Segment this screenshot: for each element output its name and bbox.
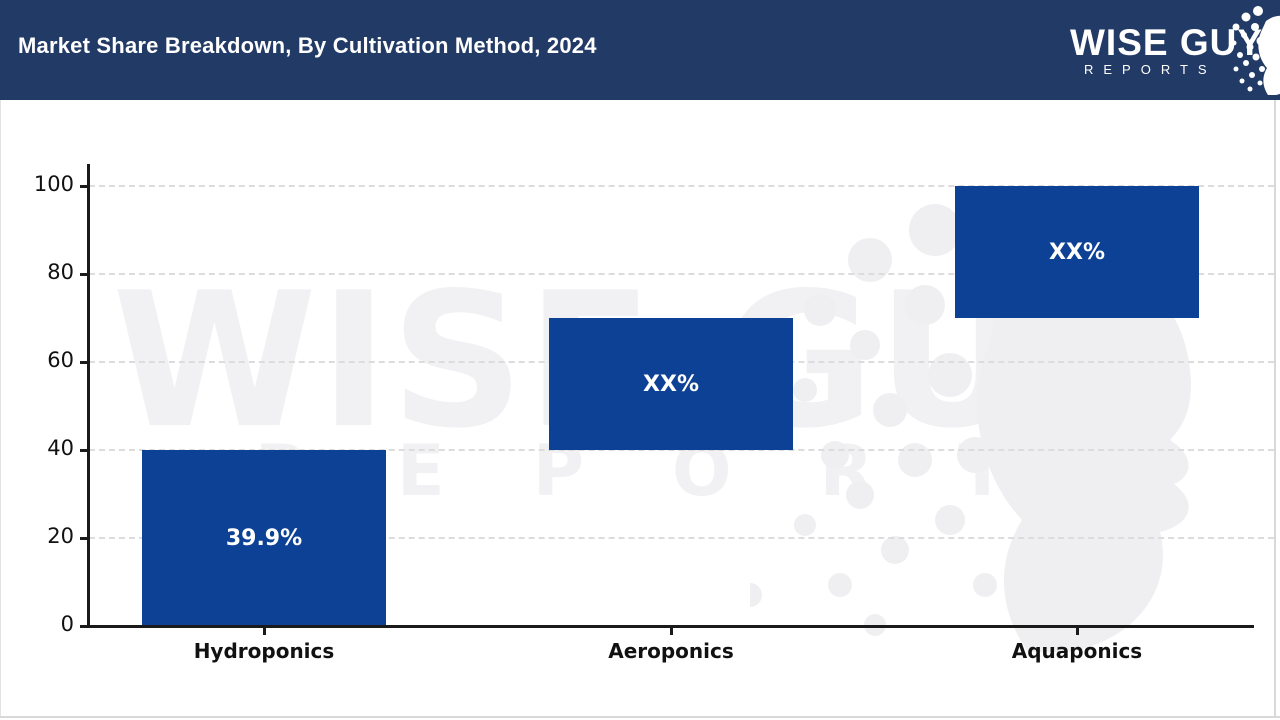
bar-value-label: XX% xyxy=(1049,239,1105,265)
bar-hydroponics: 39.9% xyxy=(142,450,386,626)
x-tick-aquaponics xyxy=(1076,627,1079,635)
y-tick-label: 40 xyxy=(47,436,74,460)
y-tick-label: 80 xyxy=(47,260,74,284)
left-border-line xyxy=(0,100,1,718)
bar-value-label: XX% xyxy=(643,371,699,397)
logo-wordmark: WISE GUY xyxy=(1070,22,1264,63)
logo-subtext: REPORTS xyxy=(1084,62,1217,77)
y-tick-40 xyxy=(80,449,88,452)
gridline-80 xyxy=(89,273,1274,275)
x-tick-aeroponics xyxy=(670,627,673,635)
y-tick-label: 0 xyxy=(60,612,74,636)
gridline-100 xyxy=(89,185,1274,187)
y-tick-label: 100 xyxy=(33,172,74,196)
page-title: Market Share Breakdown, By Cultivation M… xyxy=(18,33,597,58)
header-band: Market Share Breakdown, By Cultivation M… xyxy=(0,0,1280,100)
bar-value-label: 39.9% xyxy=(225,525,303,551)
wise-guy-reports-logo: WISE GUY REPORTS xyxy=(1032,0,1280,100)
y-tick-100 xyxy=(80,185,88,188)
x-category-label: Hydroponics xyxy=(193,639,335,663)
bar-chart: 0 20 40 60 80 100 39.9% Hydroponics XX% Aeroponic… xyxy=(0,100,1280,720)
x-axis-line xyxy=(87,625,1254,628)
y-tick-0 xyxy=(80,625,88,628)
y-tick-60 xyxy=(80,361,88,364)
y-tick-label: 20 xyxy=(47,524,74,548)
right-border-line xyxy=(1274,100,1276,718)
watermark-dotted-face xyxy=(750,204,1191,652)
x-category-label: Aeroponics xyxy=(608,639,734,663)
bar-aeroponics: XX% xyxy=(549,318,793,451)
y-tick-80 xyxy=(80,273,88,276)
bar-aquaponics: XX% xyxy=(955,186,1199,318)
bottom-border-line xyxy=(0,716,1280,718)
gridline-20 xyxy=(89,537,1274,539)
x-tick-hydroponics xyxy=(263,627,266,635)
x-category-label: Aquaponics xyxy=(1011,639,1143,663)
y-tick-20 xyxy=(80,537,88,540)
y-tick-label: 60 xyxy=(47,348,74,372)
y-axis-line xyxy=(87,164,90,628)
dotted-face-icon xyxy=(1231,6,1280,95)
